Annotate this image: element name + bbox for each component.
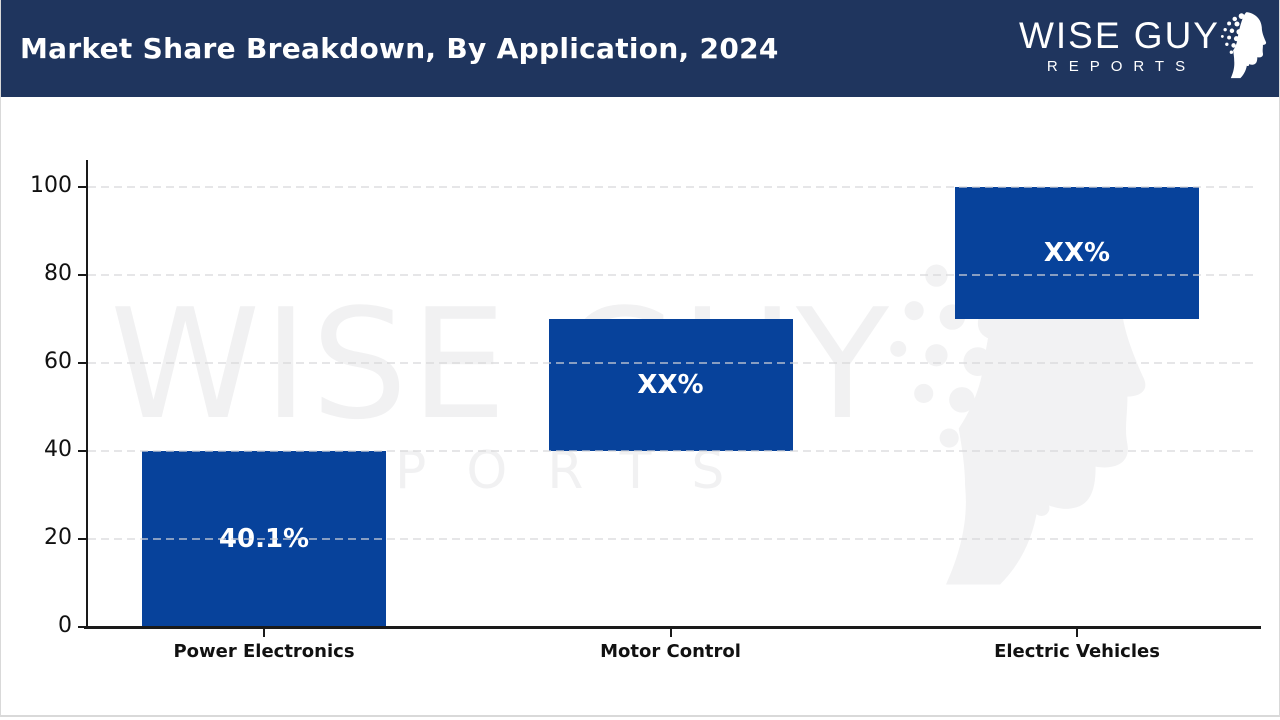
gridline: [88, 274, 1257, 276]
y-axis-tick-label: 0: [58, 613, 72, 638]
bar-value-label: XX%: [637, 369, 704, 400]
logo-head-icon: [1220, 12, 1267, 79]
y-axis-tick-label: 20: [44, 525, 72, 550]
y-axis-tick: [78, 186, 86, 188]
y-axis-tick: [78, 274, 86, 276]
bar-value-label: XX%: [1043, 238, 1111, 268]
gridline: [88, 450, 1257, 452]
gridline: [88, 362, 1257, 364]
y-axis-tick: [78, 538, 86, 540]
page-title: Market Share Breakdown, By Application, …: [20, 32, 779, 65]
x-axis-category-label: Power Electronics: [173, 641, 355, 662]
y-axis-tick-label: 60: [44, 349, 72, 374]
x-axis-line: [84, 626, 1261, 629]
y-axis-tick-label: 80: [44, 261, 72, 286]
y-axis-line: [86, 160, 88, 629]
header-bar: Market Share Breakdown, By Application, …: [0, 0, 1280, 97]
x-axis-tick: [263, 629, 265, 637]
logo-wordmark-line2: REPORTS: [1046, 57, 1197, 75]
y-axis-tick-label: 40: [44, 437, 72, 462]
y-axis-tick: [78, 626, 86, 628]
x-axis-category-label: Motor Control: [600, 641, 741, 662]
y-axis-tick: [78, 450, 86, 452]
x-axis-category-label: Electric Vehicles: [994, 641, 1160, 662]
logo-wordmark-line1: WISE GUY: [1018, 15, 1220, 57]
bar-segment: XX%: [955, 187, 1199, 319]
y-axis-tick: [78, 362, 86, 364]
x-axis-tick: [1076, 629, 1078, 637]
gridline: [88, 186, 1257, 188]
logo-wordmark: WISE GUY REPORTS: [1018, 15, 1220, 75]
wise-guy-logo: WISE GUY REPORTS: [1019, 8, 1268, 84]
bar-segment: XX%: [548, 319, 793, 451]
y-axis-tick-label: 100: [30, 173, 72, 198]
x-axis-tick: [669, 629, 672, 637]
gridline: [88, 538, 1257, 540]
